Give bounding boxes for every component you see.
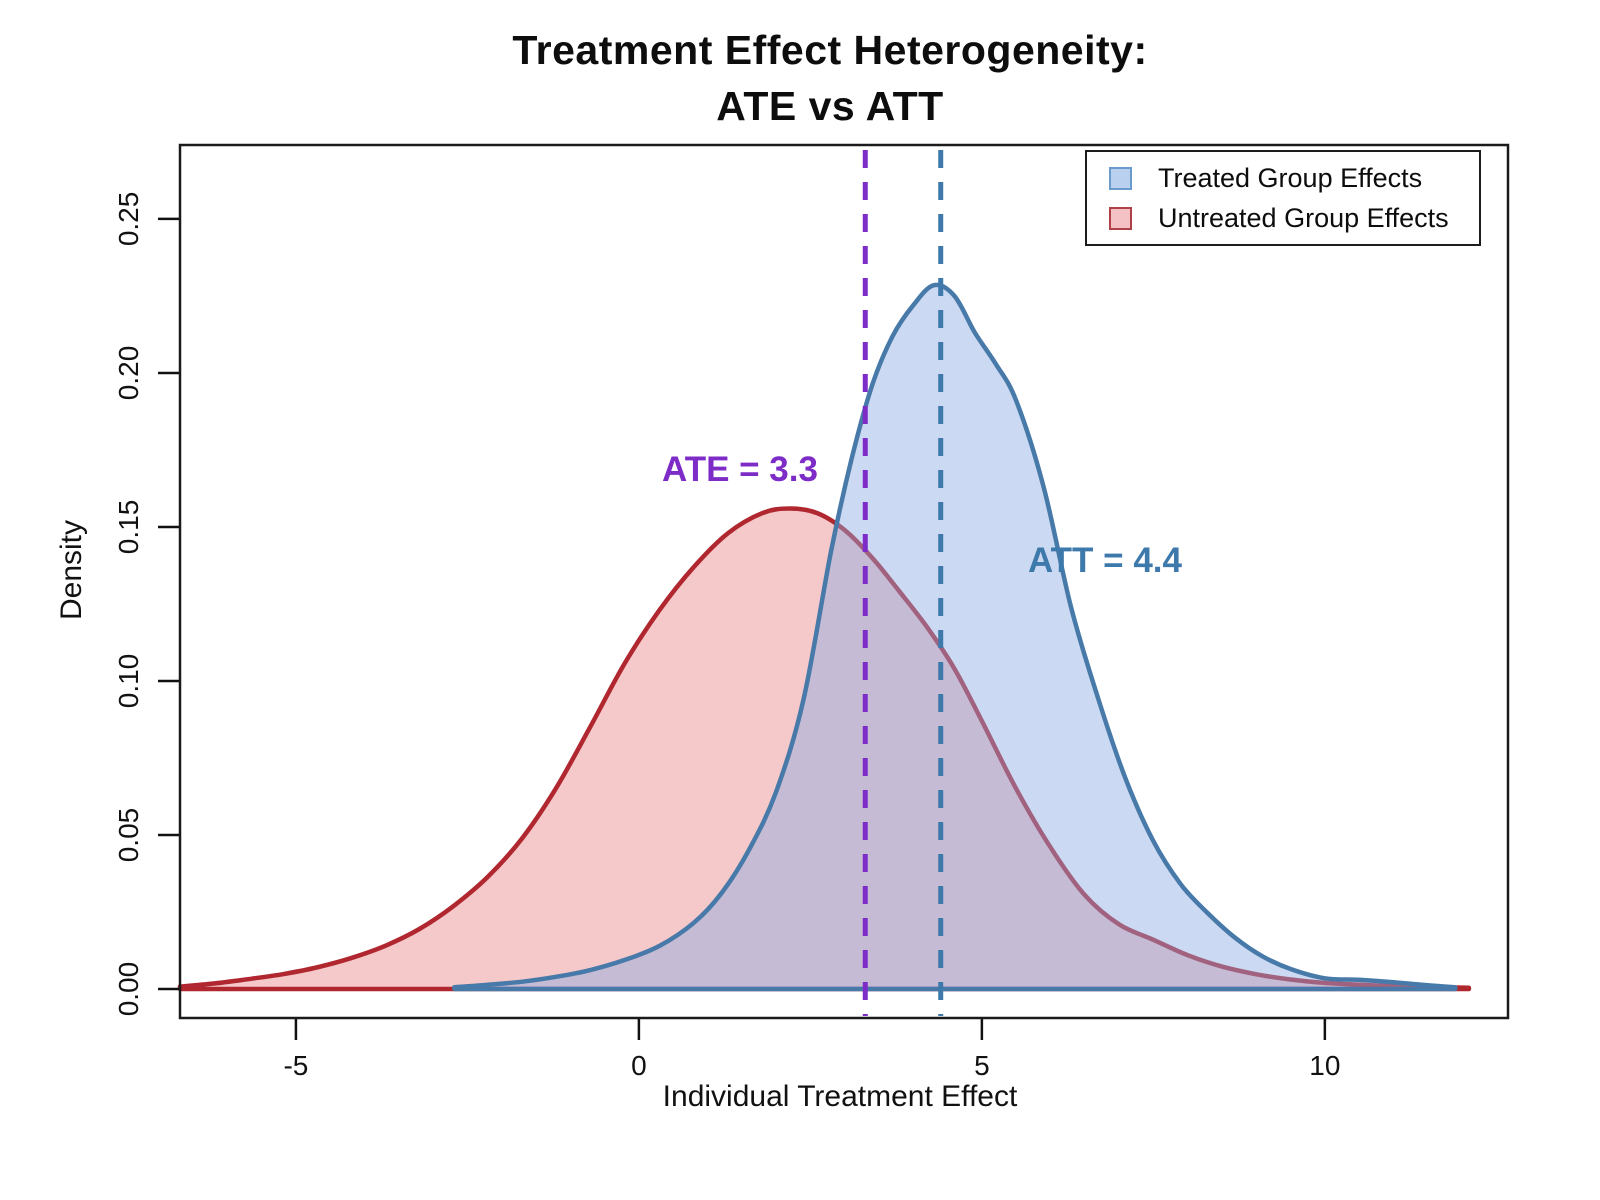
x-tick-label: 5 xyxy=(974,1050,990,1081)
y-tick-label: 0.25 xyxy=(113,192,144,247)
y-tick-label: 0.00 xyxy=(113,962,144,1017)
y-tick-label: 0.10 xyxy=(113,654,144,709)
legend-label-untreated: Untreated Group Effects xyxy=(1158,202,1449,233)
plot-frame xyxy=(178,143,1510,1020)
legend-item-treated: Treated Group Effects xyxy=(1109,163,1479,194)
x-axis-label: Individual Treatment Effect xyxy=(662,1080,1018,1113)
legend-item-untreated: Untreated Group Effects xyxy=(1109,203,1479,234)
legend-label-treated: Treated Group Effects xyxy=(1158,162,1423,193)
untreated-swatch-icon xyxy=(1109,206,1132,230)
treated-density-area xyxy=(452,282,1458,992)
x-tick-label: 10 xyxy=(1309,1050,1340,1081)
y-axis-label: Density xyxy=(55,519,88,621)
x-tick-label: 0 xyxy=(631,1050,647,1081)
ate-annotation: ATE = 3.3 xyxy=(662,450,818,489)
y-tick-label: 0.05 xyxy=(113,808,144,863)
treated-swatch-icon xyxy=(1109,166,1132,190)
chart-title-line-1: Treatment Effect Heterogeneity: xyxy=(512,27,1148,73)
y-tick-label: 0.15 xyxy=(113,500,144,555)
x-tick-label: -5 xyxy=(283,1050,308,1081)
chart-title: Treatment Effect Heterogeneity: ATE vs A… xyxy=(30,22,1600,134)
legend: Treated Group Effects Untreated Group Ef… xyxy=(1085,150,1481,246)
untreated-density-area xyxy=(177,506,1472,992)
y-tick-label: 0.20 xyxy=(113,346,144,401)
att-annotation: ATT = 4.4 xyxy=(1028,541,1182,580)
chart-title-line-2: ATE vs ATT xyxy=(716,83,944,129)
